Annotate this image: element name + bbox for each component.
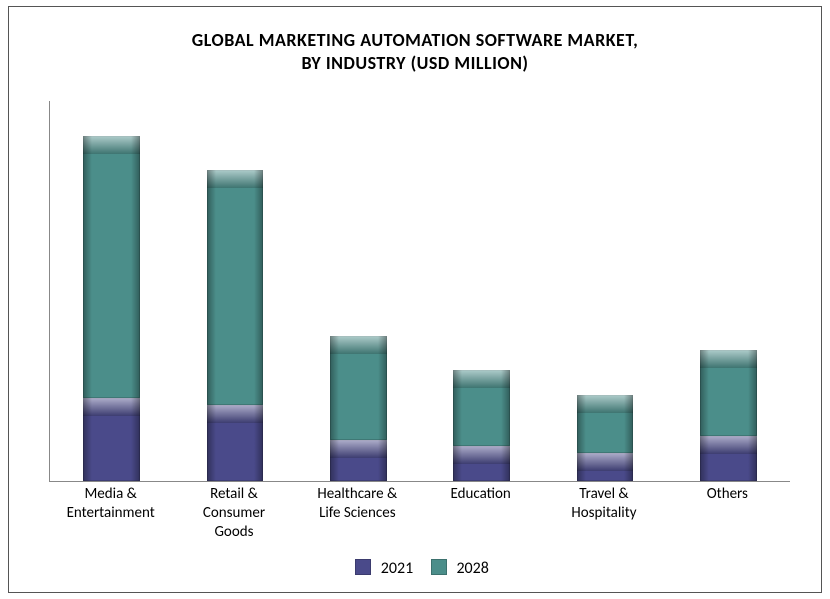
legend-swatch-2021	[355, 559, 371, 575]
x-axis-labels: Media & EntertainmentRetail & Consumer G…	[49, 485, 789, 541]
bar-group	[330, 101, 387, 481]
bar-segment	[207, 170, 264, 405]
x-label: Media & Entertainment	[49, 485, 172, 541]
x-label: Travel & Hospitality	[542, 485, 665, 541]
x-label: Education	[419, 485, 542, 541]
title-line-2: BY INDUSTRY (USD MILLION)	[301, 52, 528, 74]
bar-segment	[83, 398, 140, 481]
x-label: Healthcare & Life Sciences	[296, 485, 419, 541]
title-line-1: GLOBAL MARKETING AUTOMATION SOFTWARE MAR…	[192, 29, 638, 51]
bar-segment	[453, 370, 510, 446]
bar-segment	[207, 405, 264, 481]
bar-segment	[577, 395, 634, 454]
bar-segment	[330, 440, 387, 481]
bar-segment	[83, 136, 140, 399]
bar-group	[700, 101, 757, 481]
bar-segment	[577, 453, 634, 481]
chart-card: GLOBAL MARKETING AUTOMATION SOFTWARE MAR…	[8, 6, 822, 593]
legend: 2021 2028	[9, 559, 821, 578]
bar-segment	[453, 446, 510, 481]
bar-segment	[700, 350, 757, 436]
chart-title: GLOBAL MARKETING AUTOMATION SOFTWARE MAR…	[9, 29, 821, 74]
x-label: Retail & Consumer Goods	[172, 485, 295, 541]
bar-segment	[700, 436, 757, 481]
bar-group	[207, 101, 264, 481]
legend-label-2028: 2028	[456, 559, 488, 578]
bar-group	[83, 101, 140, 481]
legend-label-2021: 2021	[381, 559, 413, 578]
bar-group	[453, 101, 510, 481]
legend-swatch-2028	[431, 559, 447, 575]
bar-segment	[330, 336, 387, 440]
bar-group	[577, 101, 634, 481]
x-label: Others	[666, 485, 789, 541]
plot-area	[49, 101, 790, 482]
